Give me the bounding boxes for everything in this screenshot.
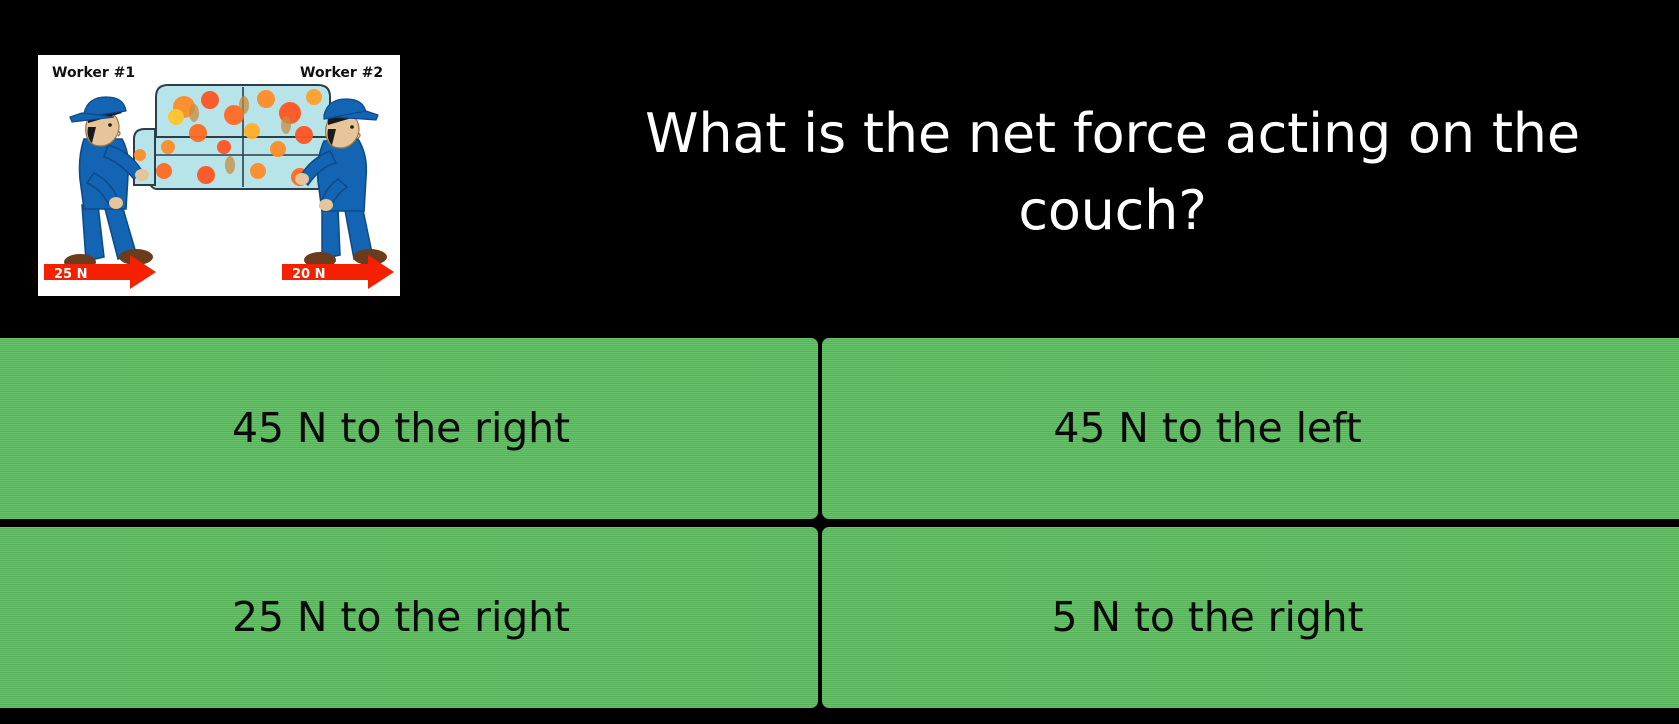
answer-option-b-label: 45 N to the left (1053, 404, 1362, 452)
svg-text:Worker #1: Worker #1 (52, 65, 135, 81)
answer-option-a[interactable]: 45 N to the right (0, 338, 818, 519)
answer-option-d-label: 5 N to the right (1051, 593, 1364, 641)
answer-option-b[interactable]: 45 N to the left (822, 338, 1679, 519)
svg-text:25 N: 25 N (54, 267, 88, 282)
question-image: Worker #1 Worker #2 (38, 55, 400, 296)
answer-option-d[interactable]: 5 N to the right (822, 527, 1679, 708)
question-text: What is the net force acting on the couc… (645, 102, 1580, 242)
answer-row-2: 25 N to the right 5 N to the right (0, 527, 1679, 708)
question-panel: Worker #1 Worker #2 (0, 0, 1679, 338)
answer-option-a-label: 45 N to the right (231, 404, 571, 452)
answer-option-c-label: 25 N to the right (231, 593, 571, 641)
answer-options: 45 N to the right 45 N to the left 25 N … (0, 338, 1679, 724)
svg-text:20 N: 20 N (292, 267, 326, 282)
answer-option-c[interactable]: 25 N to the right (0, 527, 818, 708)
svg-text:Worker #2: Worker #2 (300, 65, 383, 81)
answer-row-1: 45 N to the right 45 N to the left (0, 338, 1679, 519)
